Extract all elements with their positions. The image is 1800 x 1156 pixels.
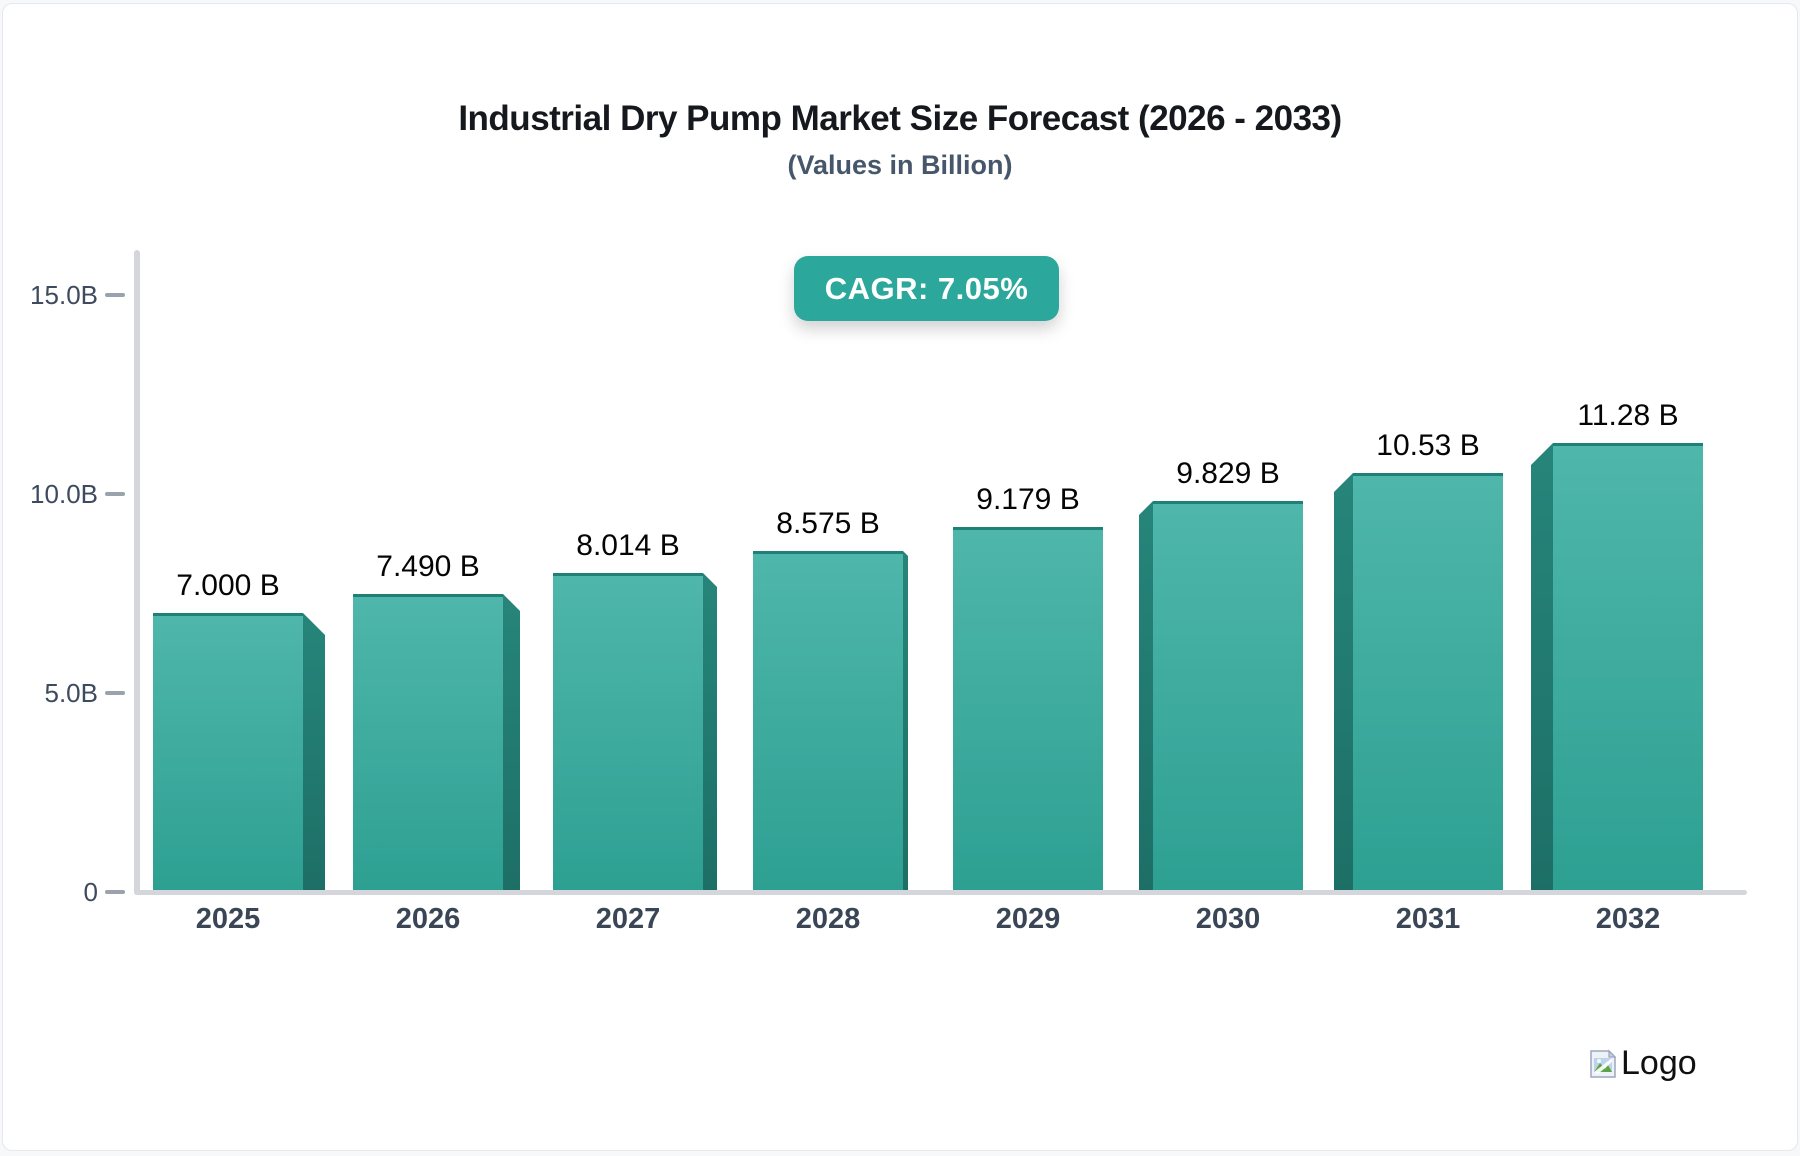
broken-image-icon (1587, 1048, 1619, 1080)
bar-3d-side (303, 613, 325, 892)
logo: Logo (1587, 1044, 1697, 1083)
y-axis-tick-mark (105, 890, 125, 894)
x-axis-category-label: 2025 (195, 903, 261, 935)
y-axis-tick-label: 0 (83, 877, 98, 907)
bar-value-label: 7.490 B (376, 550, 480, 583)
bar (1153, 501, 1303, 892)
y-axis-line (134, 250, 140, 895)
bar (1553, 443, 1703, 892)
bar (753, 551, 903, 892)
y-axis-tick-label: 5.0B (44, 678, 99, 708)
chart-card: Industrial Dry Pump Market Size Forecast… (2, 3, 1798, 1151)
x-axis-category-label: 2028 (795, 903, 861, 935)
y-axis-tick-label: 10.0B (30, 479, 98, 509)
page-title: Industrial Dry Pump Market Size Forecast… (458, 99, 1342, 138)
bar-value-label: 9.829 B (1176, 457, 1280, 490)
cagr-badge: CAGR: 7.05% (794, 256, 1059, 321)
bar-3d-side (1139, 501, 1153, 892)
bar (953, 527, 1103, 892)
y-axis-tick-mark (105, 691, 125, 695)
y-axis-tick-mark (105, 293, 125, 297)
cagr-badge-label: CAGR: 7.05% (824, 270, 1029, 306)
bar-value-label: 8.575 B (776, 507, 880, 540)
x-axis-category-label: 2032 (1595, 903, 1661, 935)
y-axis-tick-mark (105, 492, 125, 496)
bar (553, 573, 703, 892)
bar-value-label: 11.28 B (1577, 399, 1679, 432)
x-axis-category-label: 2031 (1395, 903, 1461, 935)
bar (353, 594, 503, 892)
bar-3d-side (1334, 473, 1353, 892)
y-axis-tick-label: 15.0B (30, 280, 98, 310)
x-axis-category-label: 2027 (595, 903, 661, 935)
x-axis-category-label: 2030 (1195, 903, 1261, 935)
bar-value-label: 8.014 B (576, 529, 680, 562)
logo-alt-text: Logo (1621, 1044, 1697, 1082)
x-axis-category-label: 2026 (395, 903, 461, 935)
bar-value-label: 10.53 B (1376, 429, 1480, 462)
bar-value-label: 9.179 B (976, 483, 1080, 516)
page-subtitle: (Values in Billion) (787, 150, 1013, 180)
bar (1353, 473, 1503, 892)
x-axis-line (134, 890, 1747, 895)
bar-value-label: 7.000 B (176, 569, 280, 602)
bar-3d-side (1531, 443, 1553, 892)
bar-3d-side (503, 594, 520, 892)
bar (153, 613, 303, 892)
bar-3d-side (703, 573, 717, 892)
bar-3d-side (903, 551, 908, 892)
x-axis-category-label: 2029 (995, 903, 1061, 935)
